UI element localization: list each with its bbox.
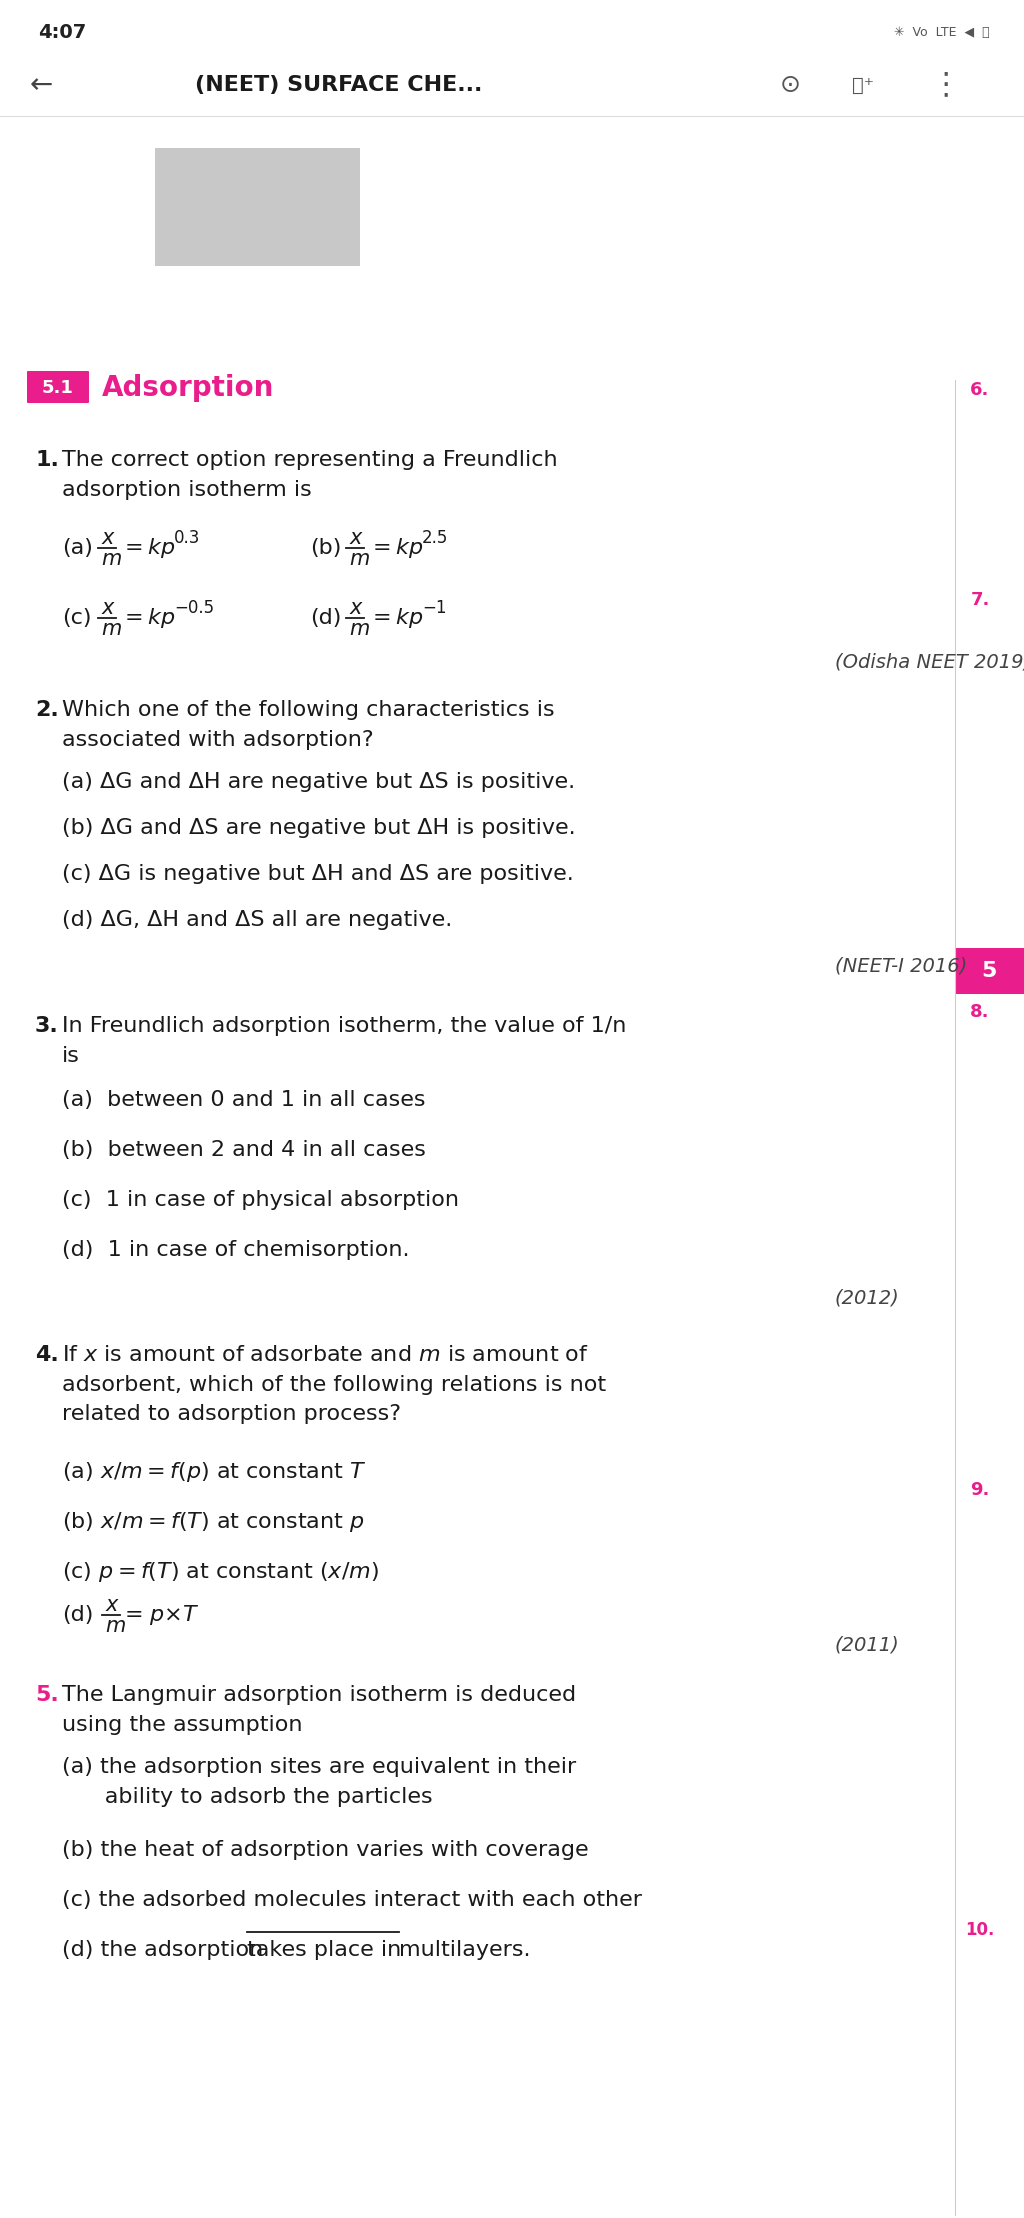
Text: $= kp$: $= kp$ [368, 606, 423, 630]
Text: The Langmuir adsorption isotherm is deduced
using the assumption: The Langmuir adsorption isotherm is dedu… [62, 1686, 577, 1734]
Text: $= kp$: $= kp$ [368, 537, 423, 559]
Text: (Odisha NEET 2019): (Odisha NEET 2019) [835, 652, 1024, 672]
Text: (NEET) SURFACE CHE...: (NEET) SURFACE CHE... [195, 75, 482, 95]
Text: $m$: $m$ [101, 550, 122, 570]
Text: $m$: $m$ [105, 1617, 126, 1637]
Text: −0.5: −0.5 [174, 599, 214, 617]
Text: $x$: $x$ [105, 1595, 120, 1615]
Text: ⋮: ⋮ [930, 71, 961, 100]
Text: 4.: 4. [35, 1344, 58, 1364]
Text: (c) ΔG is negative but ΔH and ΔS are positive.: (c) ΔG is negative but ΔH and ΔS are pos… [62, 865, 573, 885]
Text: $m$: $m$ [349, 619, 370, 639]
Text: 0.3: 0.3 [174, 530, 201, 548]
Text: (a): (a) [62, 539, 93, 559]
Text: 8.: 8. [971, 1003, 990, 1020]
Text: multilayers.: multilayers. [399, 1941, 530, 1961]
FancyBboxPatch shape [955, 947, 1024, 994]
Text: (d): (d) [62, 1606, 93, 1626]
Text: 6.: 6. [971, 381, 989, 399]
Text: 7.: 7. [971, 590, 989, 610]
Text: (c): (c) [62, 608, 91, 628]
Text: (2012): (2012) [835, 1289, 900, 1306]
Text: takes place in: takes place in [247, 1941, 409, 1961]
Text: 2.5: 2.5 [422, 530, 449, 548]
Text: $= kp$: $= kp$ [120, 537, 175, 559]
Text: 4:07: 4:07 [38, 24, 86, 42]
Text: = $p$×$T$: = $p$×$T$ [124, 1604, 200, 1628]
Text: 2.: 2. [35, 701, 58, 721]
Text: (b): (b) [310, 539, 341, 559]
Text: 3.: 3. [35, 1016, 58, 1036]
Text: In Freundlich adsorption isotherm, the value of 1/n
is: In Freundlich adsorption isotherm, the v… [62, 1016, 627, 1065]
Text: 1.: 1. [35, 450, 58, 470]
Text: ✳  Vo  LTE  ◀  🔋: ✳ Vo LTE ◀ 🔋 [894, 27, 990, 40]
Text: Which one of the following characteristics is
associated with adsorption?: Which one of the following characteristi… [62, 701, 555, 750]
Text: (b) ΔG and ΔS are negative but ΔH is positive.: (b) ΔG and ΔS are negative but ΔH is pos… [62, 818, 575, 838]
Text: If $x$ is amount of adsorbate and $m$ is amount of
adsorbent, which of the follo: If $x$ is amount of adsorbate and $m$ is… [62, 1344, 606, 1424]
Text: (c)  1 in case of physical absorption: (c) 1 in case of physical absorption [62, 1191, 459, 1211]
Text: 5.1: 5.1 [42, 379, 74, 397]
Text: (a) ΔG and ΔH are negative but ΔS is positive.: (a) ΔG and ΔH are negative but ΔS is pos… [62, 772, 575, 792]
Text: ⊙: ⊙ [780, 73, 801, 98]
Text: The correct option representing a Freundlich
adsorption isotherm is: The correct option representing a Freund… [62, 450, 558, 499]
Text: −1: −1 [422, 599, 446, 617]
FancyBboxPatch shape [155, 149, 360, 266]
Text: (a)  between 0 and 1 in all cases: (a) between 0 and 1 in all cases [62, 1089, 426, 1109]
Text: $x$: $x$ [349, 528, 365, 548]
Text: (b)  between 2 and 4 in all cases: (b) between 2 and 4 in all cases [62, 1140, 426, 1160]
Text: 🅰⁺: 🅰⁺ [852, 75, 874, 95]
Text: $m$: $m$ [349, 550, 370, 570]
Text: (NEET-I 2016): (NEET-I 2016) [835, 956, 968, 976]
Text: (2011): (2011) [835, 1635, 900, 1655]
Text: (a) the adsorption sites are equivalent in their
      ability to adsorb the par: (a) the adsorption sites are equivalent … [62, 1757, 577, 1808]
Text: $= kp$: $= kp$ [120, 606, 175, 630]
Text: (b) $x/m = f(T)$ at constant $p$: (b) $x/m = f(T)$ at constant $p$ [62, 1510, 365, 1535]
Text: $x$: $x$ [101, 599, 116, 619]
Text: (d) the adsorption: (d) the adsorption [62, 1941, 270, 1961]
Text: (d): (d) [310, 608, 341, 628]
Text: 10.: 10. [966, 1921, 994, 1939]
Text: (b) the heat of adsorption varies with coverage: (b) the heat of adsorption varies with c… [62, 1841, 589, 1861]
Text: $x$: $x$ [349, 599, 365, 619]
Text: Adsorption: Adsorption [102, 375, 274, 401]
Text: (c) the adsorbed molecules interact with each other: (c) the adsorbed molecules interact with… [62, 1890, 642, 1910]
Text: 5.: 5. [35, 1686, 58, 1706]
Text: (c) $p = f(T)$ at constant $(x/m)$: (c) $p = f(T)$ at constant $(x/m)$ [62, 1559, 379, 1584]
FancyBboxPatch shape [27, 370, 89, 404]
Text: ←: ← [30, 71, 53, 100]
Text: (d) ΔG, ΔH and ΔS all are negative.: (d) ΔG, ΔH and ΔS all are negative. [62, 909, 453, 929]
Text: $x$: $x$ [101, 528, 116, 548]
Text: 9.: 9. [971, 1482, 989, 1499]
Text: $m$: $m$ [101, 619, 122, 639]
Text: 5: 5 [981, 960, 996, 980]
Text: (d)  1 in case of chemisorption.: (d) 1 in case of chemisorption. [62, 1240, 410, 1260]
Text: (a) $x/m = f(p)$ at constant $T$: (a) $x/m = f(p)$ at constant $T$ [62, 1459, 367, 1484]
